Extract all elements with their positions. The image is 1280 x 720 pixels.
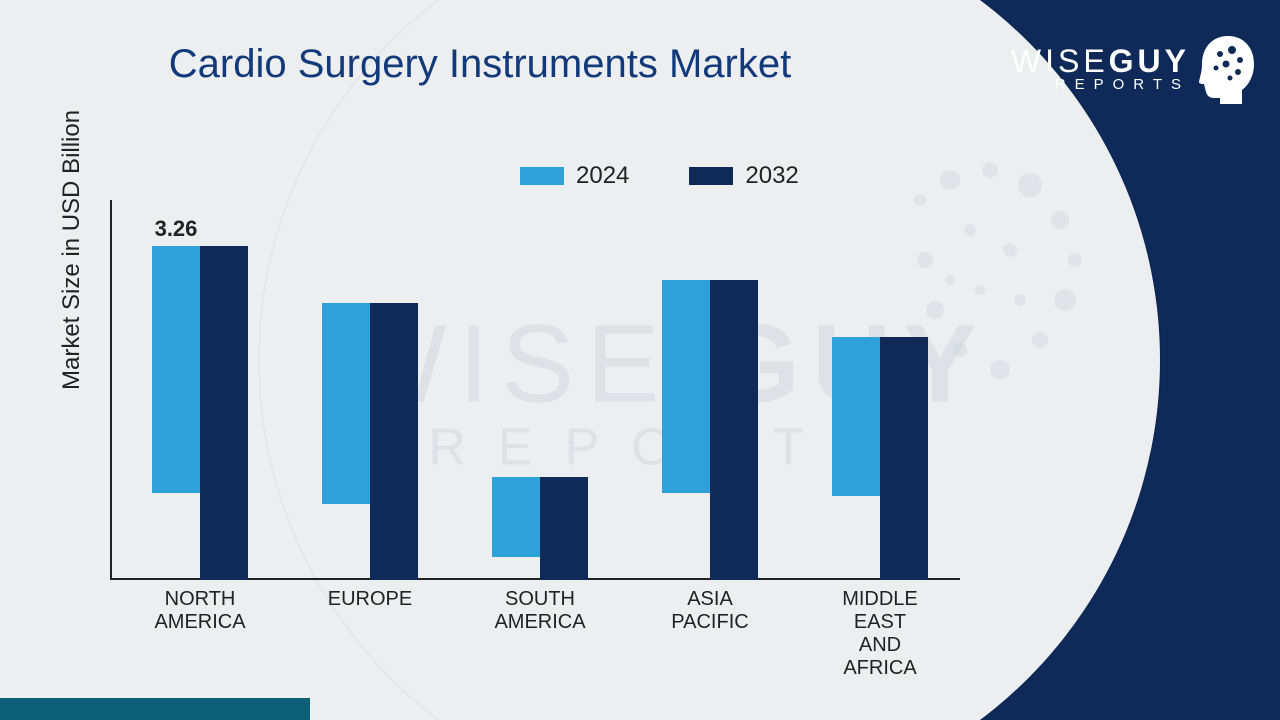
- legend-label-2024: 2024: [576, 162, 629, 190]
- bar-2032-mea: [880, 337, 928, 580]
- bar-2032-na: [200, 246, 248, 580]
- category-label-na: NORTHAMERICA: [120, 588, 280, 634]
- chart-title: Cardio Surgery Instruments Market: [0, 42, 960, 87]
- bar-group-na: 3.26NORTHAMERICA: [140, 246, 260, 580]
- brand-wise: WISE: [1011, 43, 1109, 79]
- category-label-mea: MIDDLEEASTANDAFRICA: [800, 588, 960, 680]
- bar-2024-na: 3.26: [152, 246, 200, 494]
- brand-guy: GUY: [1109, 43, 1190, 79]
- brand-head-icon: [1198, 34, 1258, 104]
- bar-chart: 3.26NORTHAMERICA EUROPE SOUTHAMERICA ASIAPA…: [110, 200, 960, 580]
- legend-item-2032: 2032: [689, 162, 798, 190]
- bar-2024-mea: [832, 337, 880, 497]
- legend-item-2024: 2024: [520, 162, 629, 190]
- bar-2032-eu: [370, 303, 418, 580]
- bar-2024-sa: [492, 477, 540, 557]
- bar-2024-eu: [322, 303, 370, 504]
- bar-group-mea: MIDDLEEASTANDAFRICA: [820, 337, 940, 580]
- bar-2024-ap: [662, 280, 710, 493]
- page: WISEGUY REPORTS WISE GUY REPORTS Cardio …: [0, 0, 1280, 720]
- bar-group-ap: ASIAPACIFIC: [650, 280, 770, 580]
- legend-swatch-2032: [689, 167, 733, 185]
- brand-line1: WISEGUY: [1011, 46, 1190, 76]
- category-label-ap: ASIAPACIFIC: [630, 588, 790, 634]
- legend: 2024 2032: [520, 162, 799, 190]
- bar-2032-sa: [540, 477, 588, 580]
- accent-bar: [0, 698, 310, 720]
- brand-line2: REPORTS: [1055, 78, 1190, 92]
- legend-label-2032: 2032: [745, 162, 798, 190]
- legend-swatch-2024: [520, 167, 564, 185]
- brand-logo: WISEGUY REPORTS: [1011, 34, 1258, 104]
- bar-group-eu: EUROPE: [310, 303, 430, 580]
- y-axis-label: Market Size in USD Billion: [58, 110, 86, 390]
- y-axis-line: [110, 200, 112, 580]
- bar-value-label: 3.26: [155, 216, 198, 242]
- bar-2032-ap: [710, 280, 758, 580]
- bar-group-sa: SOUTHAMERICA: [480, 477, 600, 580]
- category-label-eu: EUROPE: [290, 588, 450, 611]
- category-label-sa: SOUTHAMERICA: [460, 588, 620, 634]
